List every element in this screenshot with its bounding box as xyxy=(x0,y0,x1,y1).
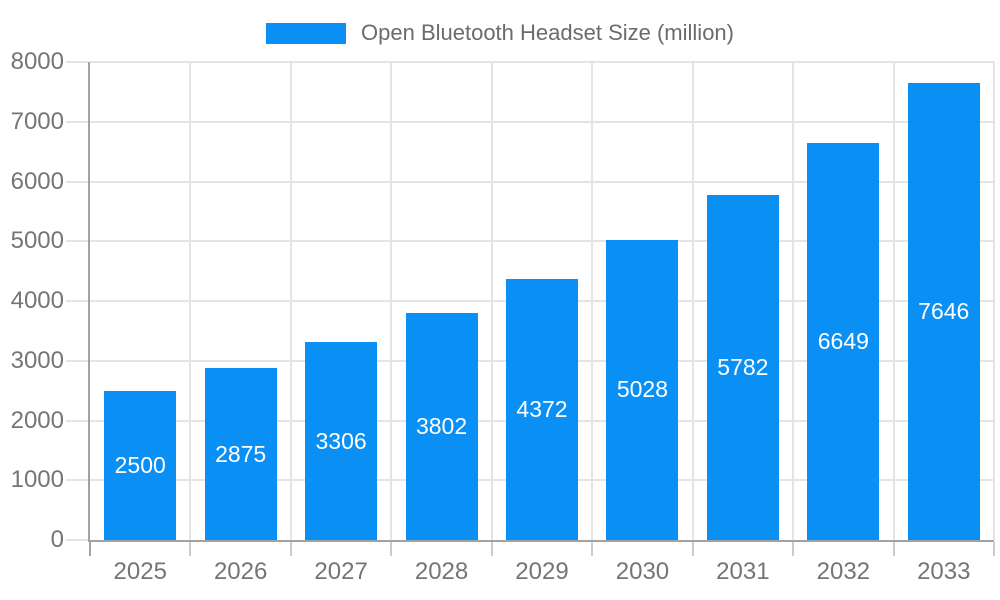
bar-value-label: 5782 xyxy=(717,353,769,380)
y-tick-label: 3000 xyxy=(10,346,64,374)
bar-value-label: 5028 xyxy=(616,376,669,403)
x-tick-label: 2027 xyxy=(314,558,368,585)
gridline-vertical xyxy=(289,62,292,540)
gridline-vertical xyxy=(691,62,694,540)
legend-swatch-icon xyxy=(266,22,347,44)
y-axis-tick xyxy=(66,479,88,482)
bar: 7646 xyxy=(907,83,980,540)
y-tick-label: 0 xyxy=(50,526,64,553)
bar: 4372 xyxy=(506,278,578,540)
gridline-vertical xyxy=(792,62,795,540)
bar-value-label: 6649 xyxy=(817,327,869,354)
x-axis-tick xyxy=(892,542,895,556)
y-tick-label: 7000 xyxy=(10,107,64,135)
bar-value-label: 3306 xyxy=(315,427,367,454)
x-axis-tick xyxy=(89,542,91,556)
y-axis-tick xyxy=(66,419,88,422)
x-axis-tick xyxy=(390,542,393,556)
bar: 5028 xyxy=(606,239,679,540)
bar: 6649 xyxy=(807,142,880,540)
bar: 2875 xyxy=(204,368,277,540)
bar: 2500 xyxy=(104,390,177,540)
x-tick-label: 2029 xyxy=(515,558,569,585)
bar-value-label: 2875 xyxy=(215,440,267,467)
y-tick-label: 5000 xyxy=(10,227,64,255)
y-axis-tick xyxy=(66,61,88,63)
x-tick-label: 2025 xyxy=(113,558,167,585)
gridline-vertical xyxy=(189,62,192,540)
bar-value-label: 4372 xyxy=(516,395,568,422)
x-tick-label: 2032 xyxy=(816,558,871,585)
y-axis-tick xyxy=(66,120,88,123)
x-tick-label: 2026 xyxy=(213,558,268,585)
x-tick-label: 2030 xyxy=(615,558,670,585)
gridline-vertical xyxy=(390,62,393,540)
y-axis-tick xyxy=(66,180,88,183)
y-tick-label: 1000 xyxy=(10,466,64,494)
x-tick-label: 2028 xyxy=(414,558,469,585)
x-tick-label: 2033 xyxy=(917,558,971,585)
x-tick-label: 2031 xyxy=(716,558,770,585)
gridline-vertical xyxy=(993,62,995,540)
plot-area: 0 1000 2000 3000 4000 5000 6000 7000 8000 2500 202… xyxy=(11,48,995,585)
y-tick-label: 8000 xyxy=(10,48,64,75)
y-axis-tick xyxy=(66,539,88,541)
y-axis-tick xyxy=(66,300,88,302)
bar: 3802 xyxy=(405,312,478,540)
legend[interactable]: Open Bluetooth Headset Size (million) xyxy=(0,20,1000,46)
x-axis-tick xyxy=(289,542,292,556)
x-axis-tick xyxy=(691,542,694,556)
gridline-vertical xyxy=(892,62,895,540)
y-axis-tick xyxy=(66,240,88,243)
bar: 3306 xyxy=(305,342,378,540)
bar-value-label: 7646 xyxy=(918,298,970,325)
x-axis-tick xyxy=(189,542,192,556)
gridline-vertical xyxy=(490,62,493,540)
gridline-vertical xyxy=(591,62,594,540)
x-axis-tick xyxy=(993,542,995,556)
y-tick-label: 2000 xyxy=(10,406,64,434)
bar-value-label: 2500 xyxy=(114,451,166,478)
bar-value-label: 3802 xyxy=(415,412,468,439)
x-axis-tick xyxy=(490,542,493,556)
x-axis-tick xyxy=(591,542,594,556)
y-axis-tick xyxy=(66,359,88,362)
x-axis-tick xyxy=(792,542,795,556)
legend-label: Open Bluetooth Headset Size (million) xyxy=(361,20,734,45)
bar: 5782 xyxy=(706,194,779,540)
gridline-horizontal xyxy=(90,61,994,63)
y-tick-label: 4000 xyxy=(10,287,64,314)
y-tick-label: 6000 xyxy=(10,167,64,195)
gridline-horizontal xyxy=(90,120,994,123)
